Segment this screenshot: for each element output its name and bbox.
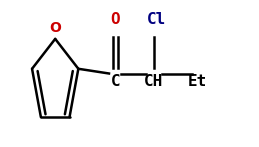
Text: Et: Et <box>188 74 207 89</box>
Text: CH: CH <box>144 74 163 89</box>
Text: Cl: Cl <box>147 12 167 27</box>
Text: O: O <box>49 21 61 35</box>
Text: O: O <box>111 12 120 27</box>
Text: C: C <box>111 74 120 89</box>
